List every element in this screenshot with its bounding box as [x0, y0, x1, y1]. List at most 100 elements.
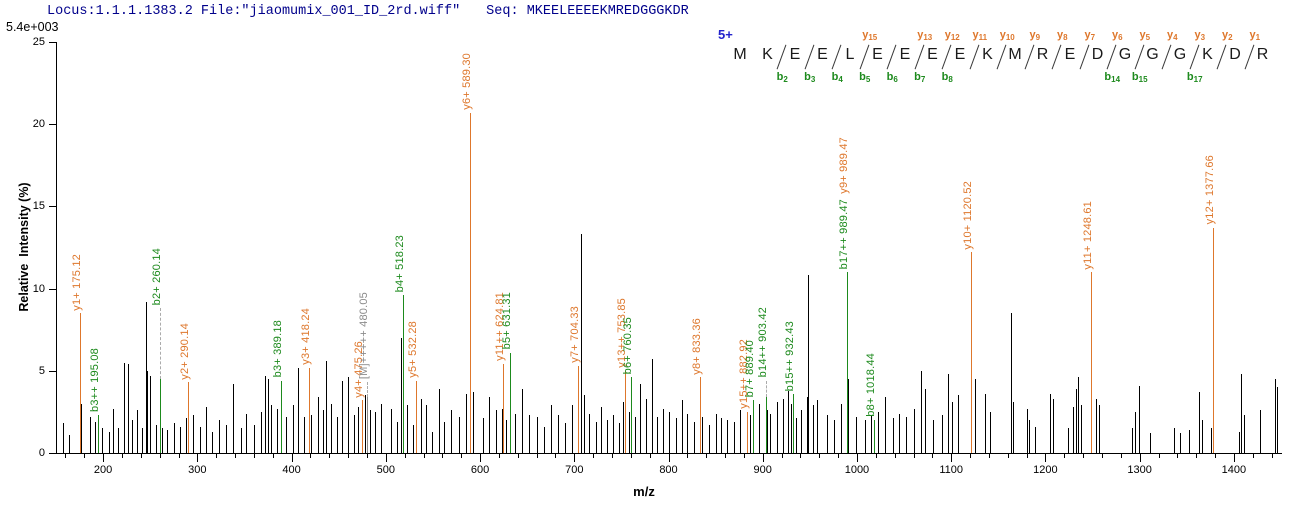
spectrum-peak [482, 418, 484, 453]
spectrum-peak [438, 388, 440, 453]
x-minor-tick [536, 454, 538, 458]
spectrum-peak [285, 416, 287, 453]
spectrum-peak [270, 405, 272, 453]
spectrum-peak [397, 421, 399, 453]
cleavage-slash [969, 44, 980, 70]
peak-label: y7+ 704.33 [569, 306, 582, 363]
spectrum-peak [496, 410, 498, 453]
peak-label-group: y6+ 589.30 [461, 53, 474, 110]
peak-label: y5+ 532.28 [407, 320, 420, 378]
x-minor-tick [1215, 454, 1217, 458]
spectrum-peak [957, 395, 959, 453]
spectrum-peak [856, 416, 858, 453]
y-ion-label: y15 [862, 29, 878, 42]
spectrum-peak [192, 415, 194, 453]
spectrum-peak [892, 418, 894, 453]
x-axis-title: m/z [633, 484, 655, 499]
annotated-peak [509, 352, 511, 453]
peak-label-group: y10+ 1120.52 [961, 180, 975, 250]
spectrum-peak [693, 421, 695, 453]
spectrum-peak [407, 405, 409, 453]
annotated-peak [159, 379, 161, 453]
spectrum-peak [634, 416, 636, 453]
peak-label-group: b5+ 631.31 [501, 292, 514, 349]
x-minor-tick [498, 454, 500, 458]
spectrum-peak [322, 410, 324, 453]
peak-label-group: y2+ 290.14 [179, 323, 192, 380]
seq-value: MKEELEEEEKMREDGGGKDR [526, 4, 689, 19]
x-minor-tick [725, 454, 727, 458]
peak-label: b3+ 389.18 [272, 320, 285, 378]
spectrum-peak [1132, 428, 1134, 453]
spectrum-peak [331, 403, 333, 453]
spectrum-peak [161, 428, 163, 453]
residue-letter: E [954, 46, 966, 63]
spectrum-peak [529, 415, 531, 453]
spectrum-peak [205, 406, 207, 453]
spectrum-peak [180, 426, 182, 453]
spectrum-peak [877, 411, 879, 453]
peak-label: b4+ 518.23 [393, 234, 406, 293]
annotated-peak [469, 112, 471, 453]
x-minor-tick [1007, 454, 1009, 458]
cleavage-slash [804, 44, 815, 70]
spectrum-peak [240, 428, 242, 453]
x-minor-tick [1196, 454, 1198, 458]
label-connector-dashed [765, 380, 767, 398]
cleavage-slash [859, 44, 870, 70]
spectrum-peak [921, 370, 923, 453]
x-minor-tick [84, 454, 86, 458]
spectrum-peak [1188, 429, 1190, 453]
y-tick [49, 288, 56, 290]
spectrum-peak [733, 421, 735, 453]
residue-letter: M [733, 46, 747, 63]
b-ion-label: b5 [859, 71, 871, 84]
spectrum-peak [899, 413, 901, 453]
peak-label-group: b7+ 889.40 [744, 340, 757, 397]
spectrum-peak [801, 410, 803, 453]
spectrum-peak [952, 402, 954, 453]
x-minor-tick [611, 454, 613, 458]
spectrum-peak [628, 411, 630, 453]
y-tick [49, 42, 56, 43]
spectrum-peak [167, 429, 169, 453]
spectrum-peak [807, 397, 809, 453]
spectrum-peak [102, 428, 104, 453]
y-ion-label: y6 [1111, 29, 1123, 42]
x-minor-tick [819, 454, 821, 458]
peak-label-group: b2+ 260.14 [151, 248, 164, 305]
y-tick-label: 15 [32, 200, 45, 213]
spectrum-peak [276, 408, 278, 453]
annotated-peak [281, 380, 283, 453]
y-ion-label: y2 [1221, 29, 1233, 42]
y-tick-label: 25 [32, 36, 45, 48]
cleavage-slash [831, 44, 842, 70]
spectrum-peak [150, 375, 152, 453]
x-major-tick [762, 454, 764, 462]
spectrum-peak [715, 413, 717, 453]
y-ion-label: y11 [972, 29, 988, 42]
annotated-peak [503, 364, 505, 453]
x-minor-tick [781, 454, 783, 458]
peak-label: y10+ 1120.52 [961, 180, 974, 250]
spectrum-peak [261, 411, 263, 453]
annotated-peak [416, 380, 418, 453]
spectrum-peak [657, 416, 659, 453]
spectrum-peak [807, 275, 809, 453]
peak-label-group: y11+ 1248.61 [1082, 201, 1095, 270]
x-major-tick [856, 454, 858, 462]
x-minor-tick [1064, 454, 1066, 458]
spectrum-peak [1052, 398, 1054, 453]
annotated-peak [1212, 227, 1214, 453]
peak-label: b15++ 932.43 [784, 320, 797, 391]
spectrum-peak [776, 402, 778, 453]
spectrum-peak [303, 416, 305, 453]
x-minor-tick [988, 454, 990, 458]
x-minor-tick [1177, 454, 1179, 458]
spectrum-peak [1099, 405, 1101, 453]
x-major-tick [951, 454, 953, 462]
x-tick-label: 900 [753, 464, 772, 476]
y-tick-label: 0 [38, 447, 45, 459]
x-minor-tick [1120, 454, 1122, 458]
spectrum-peak [390, 408, 392, 453]
